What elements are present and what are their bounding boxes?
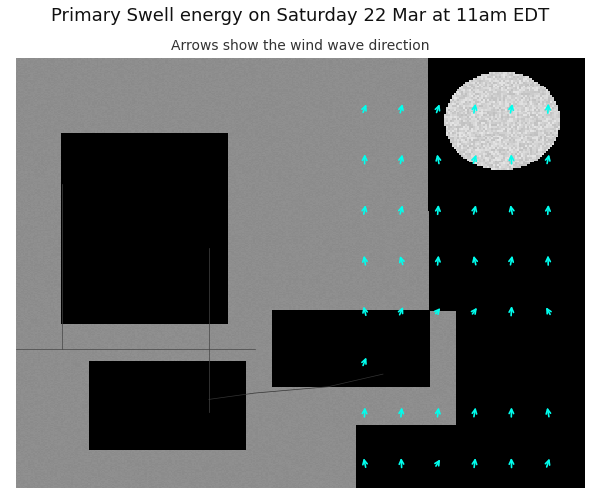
Text: Arrows show the wind wave direction: Arrows show the wind wave direction	[171, 39, 430, 53]
Text: Primary Swell energy on Saturday 22 Mar at 11am EDT: Primary Swell energy on Saturday 22 Mar …	[51, 7, 550, 25]
